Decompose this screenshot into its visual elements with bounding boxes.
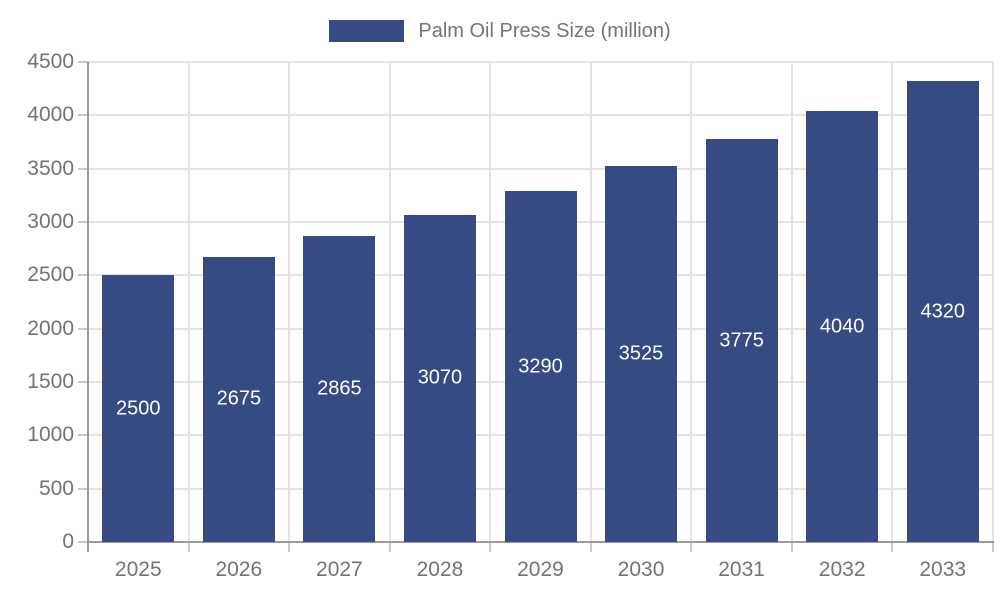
bar-2032[interactable]: 4040 (806, 111, 879, 542)
x-axis-label: 2031 (718, 558, 765, 581)
y-axis-tick (78, 381, 88, 383)
gridline-vertical (790, 62, 793, 542)
gridline-vertical (891, 62, 894, 542)
x-axis-tick (288, 542, 291, 552)
gridline-vertical (388, 62, 391, 542)
bar-2029[interactable]: 3290 (504, 191, 577, 542)
y-axis-label: 4500 (27, 50, 74, 73)
x-axis-label: 2029 (517, 558, 564, 581)
gridline-vertical (589, 62, 592, 542)
bar-2031[interactable]: 3775 (705, 139, 778, 542)
x-axis-tick (690, 542, 693, 552)
y-axis-label: 4000 (27, 103, 74, 127)
x-axis-label: 2030 (617, 558, 665, 581)
bar-value-label: 3775 (719, 329, 764, 352)
gridline-vertical (992, 62, 994, 542)
x-axis-label: 2025 (114, 558, 162, 581)
x-axis-tick (187, 542, 190, 552)
y-axis-tick (78, 487, 88, 490)
gridline-vertical (690, 62, 693, 542)
x-axis-tick (489, 542, 492, 552)
y-axis-label: 3500 (27, 156, 74, 180)
y-axis-label: 0 (62, 530, 74, 553)
bar-value-label: 3070 (417, 366, 463, 389)
x-axis-tick (992, 542, 994, 552)
y-axis-tick (78, 541, 88, 543)
bar-value-label: 4320 (920, 300, 965, 323)
x-axis-label: 2026 (215, 558, 263, 581)
y-axis-line (87, 62, 89, 552)
y-axis-label: 500 (38, 476, 74, 500)
x-axis-label: 2033 (919, 558, 967, 581)
y-axis-tick (78, 434, 88, 437)
bar-2027[interactable]: 2865 (303, 236, 376, 542)
bar-2025[interactable]: 2500 (102, 275, 175, 542)
gridline-horizontal (88, 61, 993, 63)
legend-swatch-icon (329, 20, 405, 42)
bar-value-label: 3525 (618, 342, 664, 365)
x-axis-label: 2032 (818, 558, 866, 581)
legend-label: Palm Oil Press Size (million) (418, 20, 671, 42)
legend[interactable]: Palm Oil Press Size (million) (0, 19, 1000, 43)
y-axis-tick (78, 114, 88, 117)
bar-2030[interactable]: 3525 (605, 166, 678, 542)
bar-2028[interactable]: 3070 (403, 214, 476, 542)
gridline-vertical (288, 62, 291, 542)
y-axis-label: 1000 (27, 423, 74, 447)
y-axis-label: 2500 (27, 263, 74, 287)
y-axis-tick (78, 61, 88, 63)
bar-value-label: 2500 (116, 397, 161, 420)
y-axis-label: 1500 (27, 370, 74, 393)
bar-value-label: 3290 (518, 355, 563, 378)
gridline-vertical (187, 62, 190, 542)
gridline-horizontal (88, 167, 993, 170)
bar-value-label: 4040 (819, 315, 865, 338)
x-axis-line (87, 541, 994, 543)
x-axis-tick (589, 542, 592, 552)
y-axis-tick (78, 167, 88, 170)
y-axis-tick (78, 221, 88, 223)
bar-value-label: 2865 (317, 377, 362, 400)
bar-2026[interactable]: 2675 (202, 256, 275, 542)
x-axis-tick (891, 542, 894, 552)
x-axis-tick (388, 542, 391, 552)
y-axis-label: 3000 (27, 210, 74, 233)
gridline-vertical (489, 62, 492, 542)
y-axis-label: 2000 (27, 316, 74, 340)
y-axis-tick (78, 327, 88, 330)
bar-2033[interactable]: 4320 (906, 81, 979, 542)
bar-value-label: 2675 (216, 387, 262, 410)
gridline-horizontal (88, 114, 993, 117)
y-axis-tick (78, 274, 88, 277)
x-axis-label: 2027 (316, 558, 363, 581)
x-axis-tick (790, 542, 793, 552)
x-axis-label: 2028 (416, 558, 464, 581)
